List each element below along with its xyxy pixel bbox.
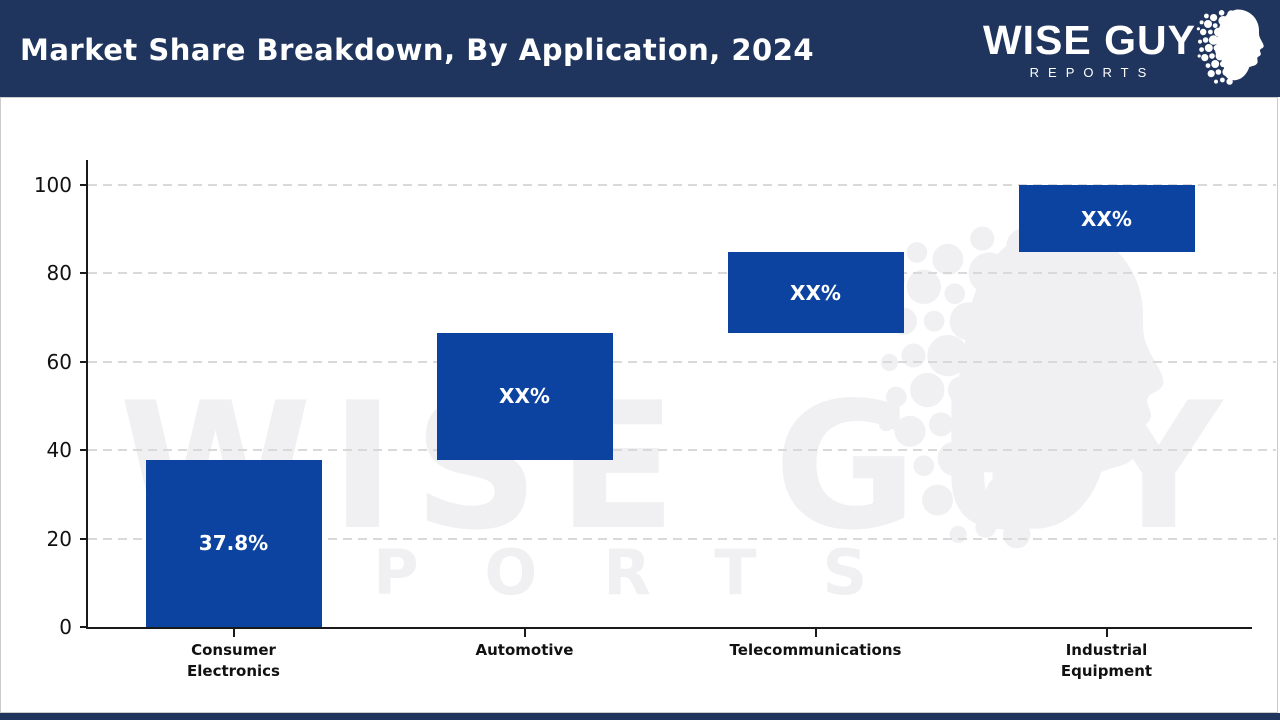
bar-telecommunications: XX% xyxy=(727,252,904,334)
y-axis-tick-label: 60 xyxy=(46,349,72,374)
y-tick-mark xyxy=(80,184,88,186)
y-tick-mark xyxy=(80,272,88,275)
bar-value-label: 37.8% xyxy=(198,531,269,556)
y-axis-tick-label: 0 xyxy=(59,615,72,639)
gridline-100 xyxy=(88,184,1276,186)
x-axis-line xyxy=(86,627,1252,629)
gridline-80 xyxy=(88,272,1276,275)
watermark-face-icon xyxy=(875,224,1164,549)
bar-consumer-electronics: 37.8% xyxy=(145,459,322,627)
y-tick-mark xyxy=(80,360,88,363)
footer-bar xyxy=(0,713,1280,720)
brand-name-text: WISE GUY xyxy=(982,17,1196,63)
x-tick-mark xyxy=(814,629,817,637)
bar-automotive: XX% xyxy=(436,333,613,460)
x-axis-label-telecommunications: Telecommunications xyxy=(729,641,902,659)
y-tick-mark xyxy=(80,626,88,628)
bar-value-label: XX% xyxy=(790,280,841,305)
x-axis-label-industrial-equipment: Industrial Equipment xyxy=(1060,641,1153,680)
y-tick-mark xyxy=(80,537,88,540)
gridline-40 xyxy=(88,449,1276,452)
gridline-20 xyxy=(88,537,1276,540)
y-tick-mark xyxy=(80,449,88,452)
brand-subtitle-text: REPORTS xyxy=(1029,65,1156,80)
bar-value-label: XX% xyxy=(499,384,550,409)
y-axis-line xyxy=(86,160,88,629)
x-tick-mark xyxy=(232,629,235,637)
y-axis-tick-label: 40 xyxy=(46,438,72,463)
bar-value-label: XX% xyxy=(1081,206,1132,231)
brand-logo: WISE GUY REPORTS xyxy=(983,6,1268,90)
y-axis-tick-label: 100 xyxy=(33,173,72,197)
y-axis-tick-label: 80 xyxy=(46,261,72,286)
header: Market Share Breakdown, By Application, … xyxy=(0,0,1280,97)
x-tick-mark xyxy=(1105,629,1108,637)
x-axis-label-automotive: Automotive xyxy=(475,641,574,659)
x-axis-label-consumer-electronics: Consumer Electronics xyxy=(187,641,280,680)
dotted-face-icon xyxy=(1196,9,1264,85)
x-tick-mark xyxy=(523,629,526,637)
brand-wordmark: WISE GUY REPORTS xyxy=(982,17,1196,81)
y-axis-tick-label: 20 xyxy=(46,526,72,551)
gridline-60 xyxy=(88,360,1276,363)
bar-industrial-equipment: XX% xyxy=(1018,185,1195,253)
chart-title: Market Share Breakdown, By Application, … xyxy=(20,33,815,67)
